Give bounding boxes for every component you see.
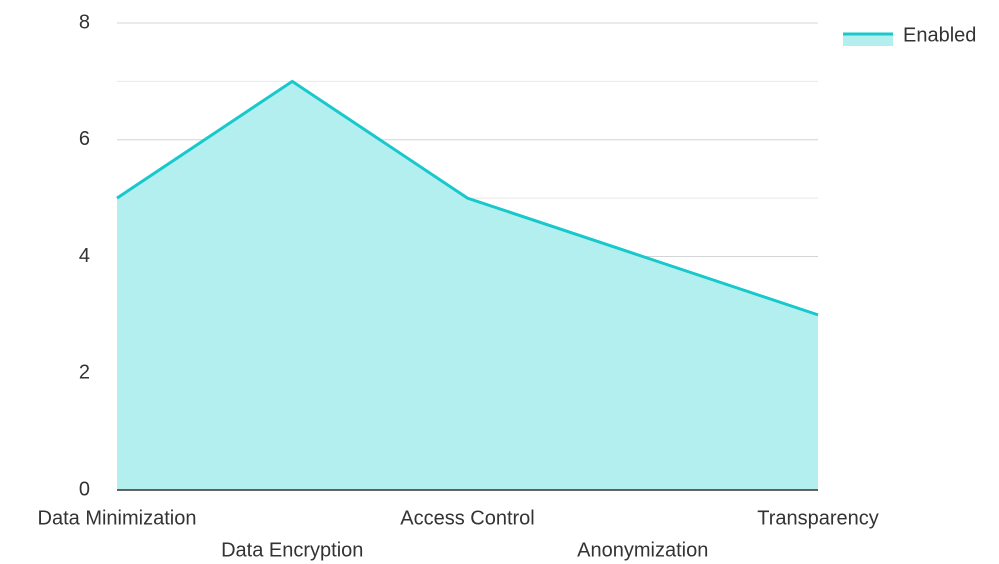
x-tick-label: Data Minimization	[38, 507, 197, 529]
y-tick-label: 2	[79, 362, 90, 384]
x-tick-label: Transparency	[757, 507, 879, 529]
area	[117, 81, 818, 490]
legend-swatch	[843, 33, 893, 46]
x-tick-label: Anonymization	[577, 539, 708, 561]
y-tick-label: 6	[79, 128, 90, 150]
y-tick-label: 8	[79, 11, 90, 33]
legend-label: Enabled	[903, 24, 976, 46]
x-tick-label: Access Control	[400, 507, 535, 529]
y-tick-label: 4	[79, 245, 90, 267]
line	[116, 79, 819, 317]
y-tick-label: 0	[79, 478, 90, 500]
x-tick-label: Data Encryption	[221, 539, 363, 561]
